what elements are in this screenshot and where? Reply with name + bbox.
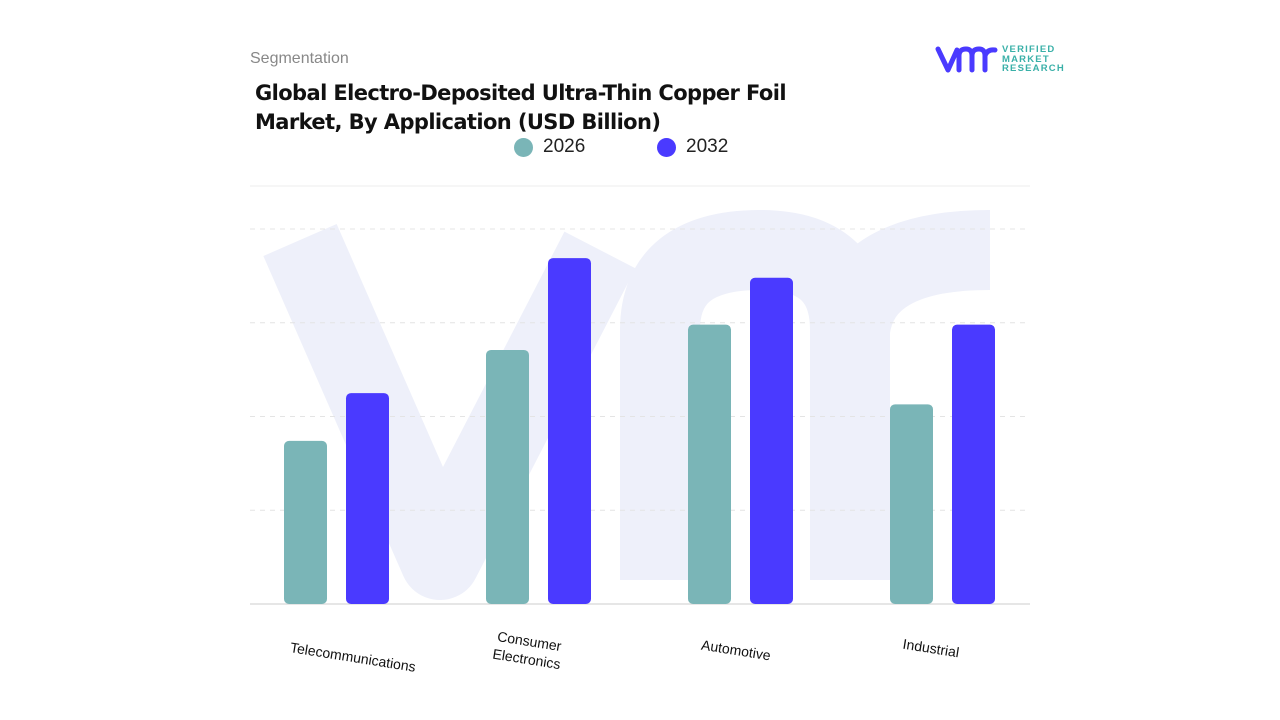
bar-2032-industrial xyxy=(952,324,995,604)
legend-swatch-2026 xyxy=(514,137,533,157)
bar-2026-industrial xyxy=(890,404,933,604)
segment-label: Segmentation xyxy=(250,50,349,67)
legend-swatch-2032 xyxy=(657,137,676,157)
logo-line-1: VERIFIED xyxy=(1002,44,1056,55)
bar-2026-consumer-electronics xyxy=(486,349,529,604)
legend-item-2026[interactable]: 2026 xyxy=(514,136,585,158)
bar-2026-automotive xyxy=(688,324,731,604)
watermark-shape xyxy=(263,210,991,600)
bar-2032-automotive xyxy=(750,277,793,604)
chart-title: Global Electro-Deposited Ultra-Thin Copp… xyxy=(255,81,787,134)
logo-line-3: RESEARCH xyxy=(1002,63,1065,74)
logo-line-2: MARKET xyxy=(1002,53,1050,65)
legend-item-2032[interactable]: 2032 xyxy=(657,136,728,158)
legend-label-2026: 2026 xyxy=(543,136,586,157)
bar-2032-consumer-electronics xyxy=(548,258,591,604)
watermark-logo xyxy=(263,210,991,600)
bar-2032-telecommunications xyxy=(346,393,389,604)
bars xyxy=(284,258,995,604)
vmr-logo-icon xyxy=(935,44,999,79)
legend-label-2032: 2032 xyxy=(686,136,729,157)
logo-text: VERIFIED MARKET RESEARCH xyxy=(1002,45,1065,74)
bar-2026-telecommunications xyxy=(284,440,327,604)
